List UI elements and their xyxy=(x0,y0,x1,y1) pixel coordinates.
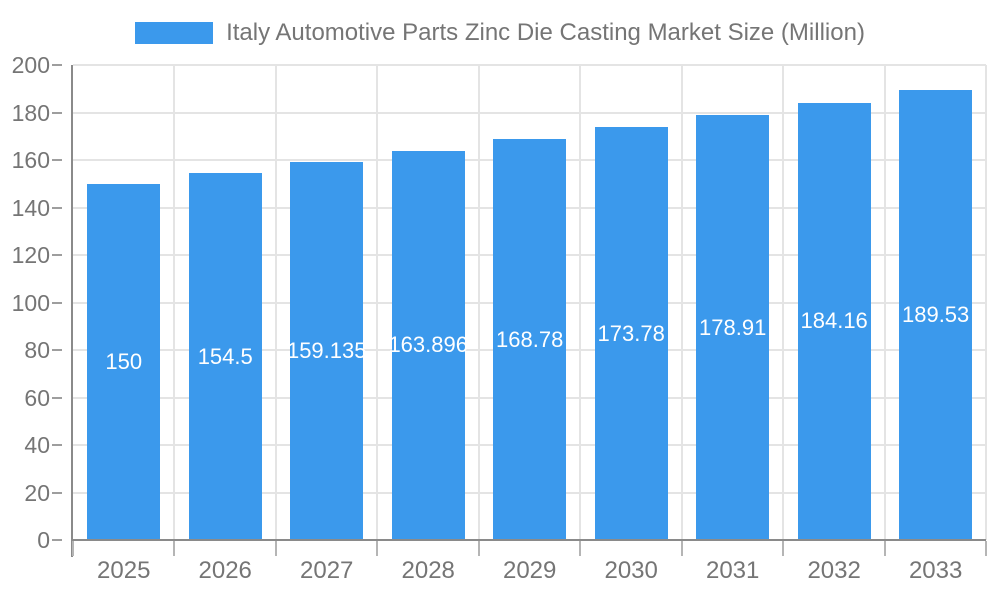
y-tick-label: 0 xyxy=(37,527,50,553)
bar: 163.896 xyxy=(388,150,468,540)
x-gridline xyxy=(680,65,683,540)
y-tick-label: 160 xyxy=(11,147,50,173)
y-tick xyxy=(52,159,62,161)
x-tick xyxy=(477,541,480,556)
x-tick xyxy=(782,541,785,556)
bar-value-label: 150 xyxy=(105,348,143,374)
x-tick-label: 2026 xyxy=(198,557,252,584)
x-tick-label: 2031 xyxy=(705,557,760,584)
bar-value-label: 154.5 xyxy=(197,343,253,369)
x-gridline xyxy=(883,65,886,540)
x-gridline xyxy=(782,65,785,540)
x-tick-label: 2029 xyxy=(502,557,557,584)
x-tick xyxy=(72,541,74,556)
x-gridline xyxy=(477,65,480,540)
bar-value-label: 189.53 xyxy=(901,301,970,327)
x-tick-label: 2032 xyxy=(807,557,861,584)
y-tick-label: 100 xyxy=(11,289,50,316)
bar: 150 xyxy=(87,183,161,540)
bar: 184.16 xyxy=(797,102,871,540)
x-tick-label: 2028 xyxy=(401,557,455,584)
y-tick xyxy=(52,349,62,351)
x-tick xyxy=(680,541,683,556)
bar: 154.5 xyxy=(188,173,262,540)
bar: 189.53 xyxy=(899,89,973,540)
y-tick xyxy=(52,444,62,446)
x-gridline xyxy=(274,65,277,540)
y-gridline xyxy=(73,64,987,66)
y-tick xyxy=(52,539,62,541)
y-tick xyxy=(52,254,62,256)
y-axis-line xyxy=(71,65,73,557)
bar: 173.78 xyxy=(594,127,668,540)
y-gridline xyxy=(73,111,987,114)
y-tick xyxy=(52,491,62,494)
bar-value-label: 184.16 xyxy=(800,308,868,334)
y-tick xyxy=(52,206,62,209)
y-tick-label: 80 xyxy=(24,337,50,363)
y-tick-label: 180 xyxy=(11,99,50,126)
x-gridline xyxy=(173,65,176,540)
y-tick xyxy=(52,111,62,114)
chart-legend[interactable]: Italy Automotive Parts Zinc Die Casting … xyxy=(0,19,1000,47)
legend-label: Italy Automotive Parts Zinc Die Casting … xyxy=(226,19,865,46)
x-tick-label: 2030 xyxy=(604,557,658,584)
x-axis-line xyxy=(71,539,987,541)
x-tick xyxy=(376,541,379,556)
x-gridline xyxy=(985,65,988,540)
x-gridline xyxy=(376,65,379,540)
bar-value-label: 178.91 xyxy=(699,314,767,340)
x-gridline xyxy=(579,65,582,540)
bar-value-label: 173.78 xyxy=(597,320,665,346)
x-tick-label: 2025 xyxy=(97,557,151,584)
x-tick xyxy=(579,541,582,556)
x-tick-label: 2027 xyxy=(300,557,354,584)
y-tick-label: 140 xyxy=(11,194,50,221)
y-tick xyxy=(52,64,62,66)
y-tick-label: 120 xyxy=(11,242,50,268)
bar: 168.78 xyxy=(493,139,567,540)
y-tick xyxy=(52,301,62,304)
x-tick-label: 2033 xyxy=(908,557,963,584)
x-tick xyxy=(274,541,277,556)
legend-swatch xyxy=(135,22,214,44)
y-tick-label: 60 xyxy=(24,384,50,411)
bar-value-label: 168.78 xyxy=(496,326,564,352)
x-tick xyxy=(883,541,886,556)
y-tick-label: 40 xyxy=(24,432,50,458)
y-tick-label: 200 xyxy=(11,52,50,78)
y-tick-label: 20 xyxy=(24,479,50,506)
bar-value-label: 163.896 xyxy=(388,332,468,358)
bar-value-label: 159.135 xyxy=(286,338,367,364)
x-tick xyxy=(985,541,988,556)
x-tick xyxy=(173,541,176,556)
bar: 178.91 xyxy=(696,115,770,540)
bar: 159.135 xyxy=(287,162,366,540)
y-tick xyxy=(52,396,62,399)
